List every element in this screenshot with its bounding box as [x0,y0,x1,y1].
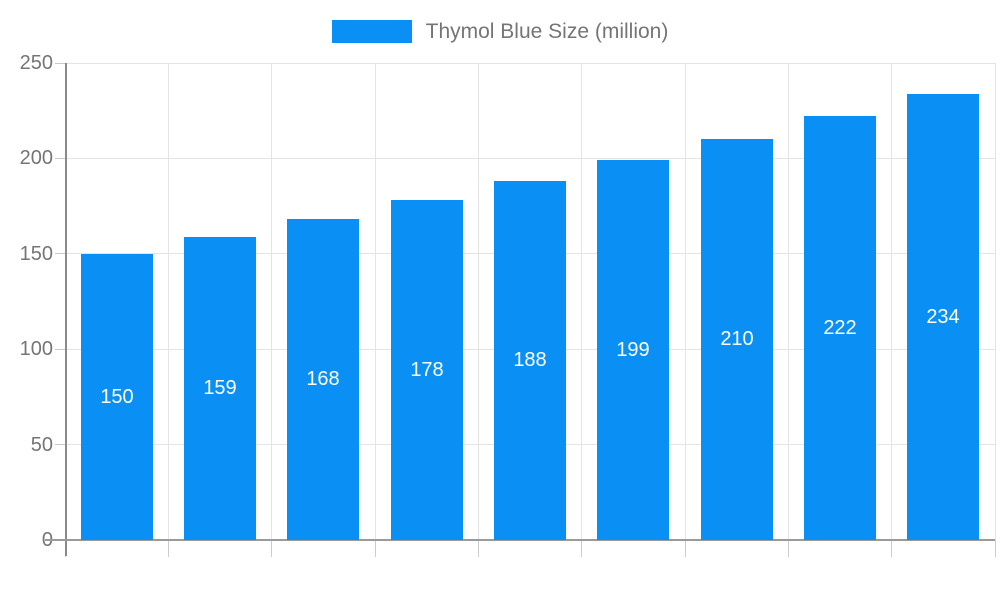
vertical-gridline [271,63,273,540]
legend-item[interactable]: Thymol Blue Size (million) [331,20,669,43]
y-axis-line [65,63,67,556]
bar: 159 [184,237,256,540]
y-axis-tick [55,157,65,159]
vertical-gridline [684,63,686,540]
horizontal-gridline [65,157,995,159]
x-axis-tick [271,540,273,557]
bar: 168 [287,219,359,540]
chart-legend: Thymol Blue Size (million) [0,20,1000,43]
legend-color-swatch [331,20,412,43]
y-tick-label: 100 [19,338,53,361]
bar-value-label: 199 [616,338,650,361]
x-axis-tick [581,540,583,557]
x-axis-tick [167,540,169,557]
y-tick-label: 250 [19,52,53,74]
bar-value-label: 222 [823,316,857,339]
legend-label: Thymol Blue Size (million) [425,20,669,43]
bar: 199 [597,160,669,540]
bar-value-label: 178 [410,358,444,381]
bar: 150 [81,254,153,540]
y-tick-label: 50 [30,433,53,456]
x-axis-tick [994,540,996,557]
vertical-gridline [891,63,893,540]
x-axis-tick [684,540,686,557]
bar: 222 [804,116,876,540]
y-axis-tick [55,253,65,255]
vertical-gridline [787,63,789,540]
vertical-gridline [167,63,169,540]
x-axis-tick [891,540,893,557]
x-axis-line [45,539,995,541]
bar-value-label: 168 [306,368,340,390]
bar: 234 [907,94,979,540]
y-axis-tick [55,348,65,350]
x-axis-tick [787,540,789,557]
bar-value-label: 234 [926,305,960,328]
x-axis-tick [374,540,376,557]
bar-value-label: 210 [720,328,754,350]
bar: 188 [494,181,566,540]
y-axis-tick [55,444,65,446]
bar: 178 [391,200,463,540]
plot-area: 0501001502002501502025159202616820271782… [20,52,996,557]
vertical-gridline [374,63,376,540]
vertical-gridline [581,63,583,540]
vertical-gridline [477,63,479,540]
bar-value-label: 159 [203,377,237,399]
bar-value-label: 150 [100,385,134,408]
y-tick-label: 200 [19,147,53,170]
horizontal-gridline [65,62,995,64]
vertical-gridline [994,63,996,540]
bar: 210 [701,139,773,540]
y-tick-label: 150 [19,242,53,265]
x-axis-tick [477,540,479,557]
y-axis-tick [55,62,65,64]
bar-value-label: 188 [513,349,547,371]
